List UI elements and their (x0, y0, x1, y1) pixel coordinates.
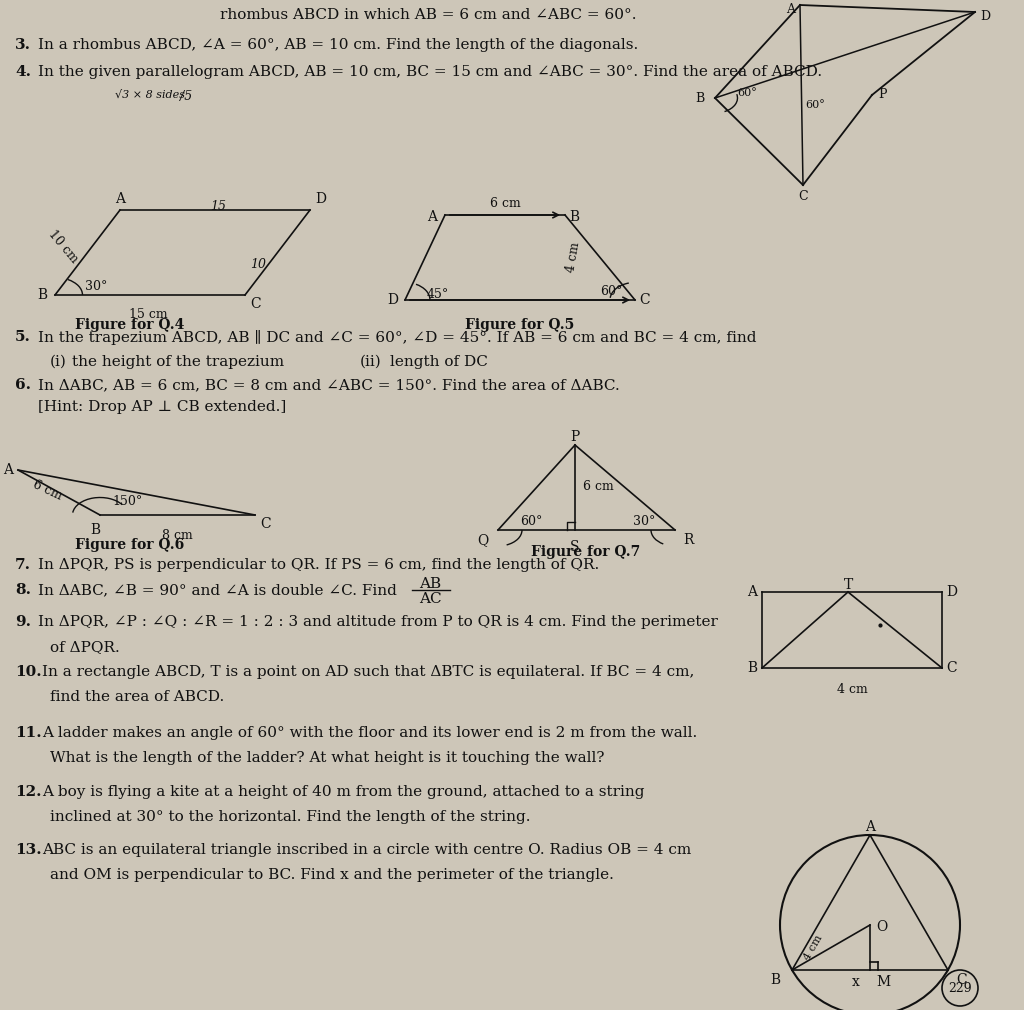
Text: length of DC: length of DC (390, 355, 487, 369)
Text: 7.: 7. (15, 558, 31, 572)
Text: 6 cm: 6 cm (583, 481, 613, 494)
Text: O: O (876, 920, 887, 934)
Text: Figure for Q.7: Figure for Q.7 (531, 545, 641, 559)
Text: 150°: 150° (112, 495, 142, 508)
Text: 9.: 9. (15, 615, 31, 629)
Text: 60°: 60° (805, 100, 824, 110)
Text: Figure for Q.5: Figure for Q.5 (465, 318, 574, 332)
Text: 10.: 10. (15, 665, 42, 679)
Text: 13.: 13. (15, 843, 42, 857)
Text: M: M (876, 975, 890, 989)
Text: (ii): (ii) (360, 355, 382, 369)
Text: B: B (37, 288, 47, 302)
Text: 10: 10 (250, 258, 266, 271)
Text: C: C (946, 661, 956, 675)
Text: 4.: 4. (15, 65, 31, 79)
Text: Q: Q (477, 533, 488, 547)
Text: C: C (798, 190, 808, 203)
Text: A ladder makes an angle of 60° with the floor and its lower end is 2 m from the : A ladder makes an angle of 60° with the … (42, 726, 697, 740)
Text: the height of the trapezium: the height of the trapezium (72, 355, 284, 369)
Text: Figure for Q.6: Figure for Q.6 (76, 538, 184, 552)
Text: D: D (946, 585, 957, 599)
Text: 60°: 60° (520, 515, 543, 528)
Text: 60°: 60° (737, 88, 757, 98)
Text: In ΔABC, AB = 6 cm, BC = 8 cm and ∠ABC = 150°. Find the area of ΔABC.: In ΔABC, AB = 6 cm, BC = 8 cm and ∠ABC =… (38, 378, 620, 392)
Text: A: A (746, 585, 757, 599)
Text: In ΔABC, ∠B = 90° and ∠A is double ∠C. Find: In ΔABC, ∠B = 90° and ∠A is double ∠C. F… (38, 583, 397, 597)
Text: C: C (956, 973, 967, 987)
Text: 8 cm: 8 cm (162, 529, 193, 542)
Text: A: A (865, 820, 874, 834)
Text: ABC is an equilateral triangle inscribed in a circle with centre O. Radius OB = : ABC is an equilateral triangle inscribed… (42, 843, 691, 857)
Text: A boy is flying a kite at a height of 40 m from the ground, attached to a string: A boy is flying a kite at a height of 40… (42, 785, 644, 799)
Text: B: B (569, 210, 580, 224)
Text: D: D (387, 293, 398, 307)
Text: What is the length of the ladder? At what height is it touching the wall?: What is the length of the ladder? At wha… (50, 751, 604, 765)
Text: S: S (570, 540, 580, 554)
Text: C: C (260, 517, 270, 531)
Text: In a rectangle ABCD, T is a point on AD such that ΔBTC is equilateral. If BC = 4: In a rectangle ABCD, T is a point on AD … (42, 665, 694, 679)
Text: 6 cm: 6 cm (31, 478, 63, 502)
Text: B: B (695, 92, 705, 104)
Text: 229: 229 (948, 982, 972, 995)
Text: C: C (250, 297, 261, 311)
Text: and OM is perpendicular to BC. Find x and the perimeter of the triangle.: and OM is perpendicular to BC. Find x an… (50, 868, 613, 882)
Text: 15 cm: 15 cm (129, 308, 167, 321)
Text: /5: /5 (180, 90, 193, 103)
Text: In a rhombus ABCD, ∠A = 60°, AB = 10 cm. Find the length of the diagonals.: In a rhombus ABCD, ∠A = 60°, AB = 10 cm.… (38, 38, 638, 52)
Text: 15: 15 (210, 200, 226, 213)
Text: 4 cm: 4 cm (564, 240, 582, 274)
Text: B: B (90, 523, 100, 537)
Text: D: D (980, 10, 990, 23)
Text: 3.: 3. (15, 38, 31, 52)
Text: In the given parallelogram ABCD, AB = 10 cm, BC = 15 cm and ∠ABC = 30°. Find the: In the given parallelogram ABCD, AB = 10… (38, 65, 822, 79)
Text: In ΔPQR, PS is perpendicular to QR. If PS = 6 cm, find the length of QR.: In ΔPQR, PS is perpendicular to QR. If P… (38, 558, 599, 572)
Text: rhombus ABCD in which AB = 6 cm and ∠ABC = 60°.: rhombus ABCD in which AB = 6 cm and ∠ABC… (220, 8, 637, 22)
Text: A: A (115, 192, 125, 206)
Text: 6 cm: 6 cm (489, 197, 520, 210)
Text: inclined at 30° to the horizontal. Find the length of the string.: inclined at 30° to the horizontal. Find … (50, 810, 530, 824)
Text: R: R (683, 533, 693, 547)
Text: 4 cm: 4 cm (837, 683, 867, 696)
Text: [Hint: Drop AP ⊥ CB extended.]: [Hint: Drop AP ⊥ CB extended.] (38, 400, 287, 414)
Text: of ΔPQR.: of ΔPQR. (50, 640, 120, 654)
Text: 11.: 11. (15, 726, 42, 740)
Text: 8.: 8. (15, 583, 31, 597)
Text: 6.: 6. (15, 378, 31, 392)
Text: T: T (844, 578, 853, 592)
Text: 12.: 12. (15, 785, 42, 799)
Text: B: B (770, 973, 780, 987)
Text: Figure for Q.4: Figure for Q.4 (76, 318, 184, 332)
Text: P: P (878, 89, 887, 101)
Text: AB: AB (419, 577, 441, 591)
Text: P: P (570, 430, 580, 444)
Text: 10 cm: 10 cm (46, 227, 81, 266)
Text: In the trapezium ABCD, AB ∥ DC and ∠C = 60°, ∠D = 45°. If AB = 6 cm and BC = 4 c: In the trapezium ABCD, AB ∥ DC and ∠C = … (38, 330, 757, 345)
Text: 30°: 30° (85, 280, 108, 293)
Text: (i): (i) (50, 355, 67, 369)
Text: find the area of ABCD.: find the area of ABCD. (50, 690, 224, 704)
Text: √3 × 8 sides: √3 × 8 sides (115, 90, 185, 100)
Text: x: x (852, 975, 860, 989)
Text: 5.: 5. (15, 330, 31, 344)
Text: A: A (3, 463, 13, 477)
Text: 4 cm: 4 cm (802, 933, 824, 962)
Text: B: B (746, 661, 757, 675)
Text: 45°: 45° (427, 288, 450, 301)
Text: D: D (315, 192, 326, 206)
Text: A: A (786, 3, 795, 16)
Text: 30°: 30° (633, 515, 655, 528)
Text: C: C (639, 293, 649, 307)
Text: AC: AC (419, 592, 441, 606)
Text: A: A (427, 210, 437, 224)
Text: 60°: 60° (600, 285, 623, 298)
Text: In ΔPQR, ∠P : ∠Q : ∠R = 1 : 2 : 3 and altitude from P to QR is 4 cm. Find the pe: In ΔPQR, ∠P : ∠Q : ∠R = 1 : 2 : 3 and al… (38, 615, 718, 629)
